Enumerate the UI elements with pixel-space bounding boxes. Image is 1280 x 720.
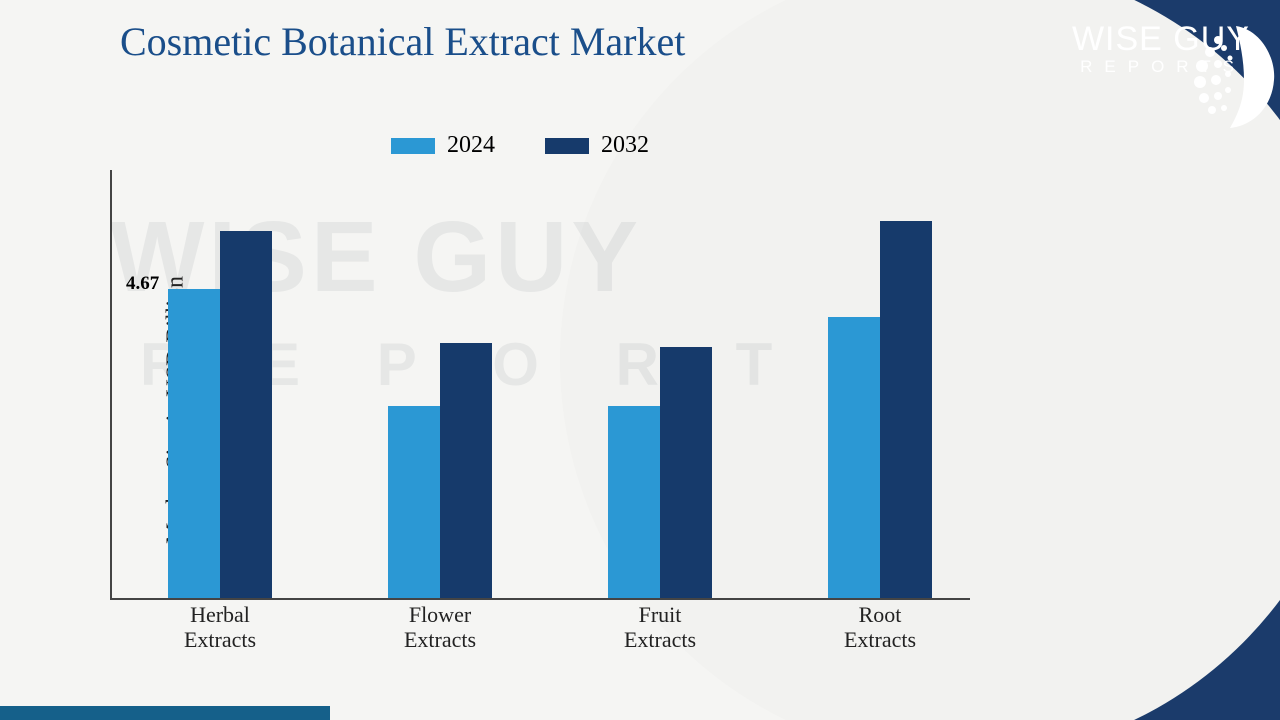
legend-item-2032: 2032 [545,132,649,159]
brand-line1: WISE GUY [1072,20,1250,59]
bar-2032 [660,347,712,598]
x-tick-label: FlowerExtracts [370,602,510,653]
bottom-accent-bar [0,706,330,720]
legend-swatch-2024 [391,138,435,154]
bar-2024 [828,317,880,598]
x-tick-label: FruitExtracts [590,602,730,653]
brand-logo-text: WISE GUY REPORTS [1072,20,1250,77]
bar-2032 [220,231,272,598]
x-tick-label: RootExtracts [810,602,950,653]
bar-2032 [880,221,932,598]
bar-group [382,170,522,598]
x-tick-label: HerbalExtracts [150,602,290,653]
legend-item-2024: 2024 [391,132,495,159]
bar-value-label: 4.67 [126,273,159,295]
legend-label-2024: 2024 [447,132,495,159]
plot-area: 4.67 [110,170,970,600]
bar-group [822,170,962,598]
bar-2024 [388,406,440,598]
bar-group [602,170,742,598]
chart-legend: 2024 2032 [391,132,649,159]
legend-label-2032: 2032 [601,132,649,159]
chart-title: Cosmetic Botanical Extract Market [120,18,685,65]
bar-2024 [608,406,660,598]
brand-line2: REPORTS [1072,57,1250,77]
bar-2032 [440,343,492,598]
chart-container: Market Size in USD Billion 2024 2032 4.6… [60,130,980,690]
bar-group: 4.67 [162,170,302,598]
legend-swatch-2032 [545,138,589,154]
bar-2024 [168,289,220,598]
